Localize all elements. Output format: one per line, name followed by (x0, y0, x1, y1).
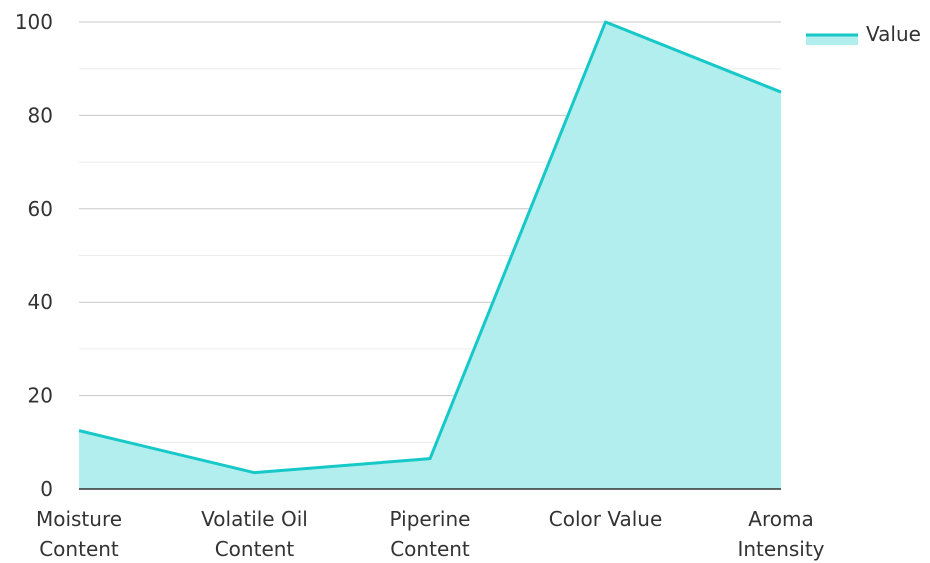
x-tick-label: Aroma Intensity (737, 507, 824, 561)
x-tick-label: Piperine Content (390, 507, 471, 561)
legend-label-value: Value (866, 22, 921, 46)
y-axis-ticks: 0 20 40 60 80 100 (15, 10, 53, 501)
y-tick-label: 100 (15, 10, 53, 34)
y-tick-label: 20 (28, 384, 53, 408)
x-tick-label: Moisture Content (36, 507, 122, 561)
x-axis-ticks: Moisture Content Volatile Oil Content Piperi… (36, 507, 825, 561)
y-tick-label: 80 (28, 103, 53, 127)
y-tick-label: 0 (40, 477, 53, 501)
legend-swatch-area (806, 34, 858, 45)
series-area-fill (79, 22, 781, 489)
x-tick-label: Color Value (549, 507, 663, 531)
series-area-layer (78, 20, 782, 489)
legend: Value (806, 22, 921, 46)
y-tick-label: 40 (28, 290, 53, 314)
y-tick-label: 60 (28, 197, 53, 221)
x-tick-label: Volatile Oil Content (201, 507, 308, 561)
grid (79, 21, 781, 443)
